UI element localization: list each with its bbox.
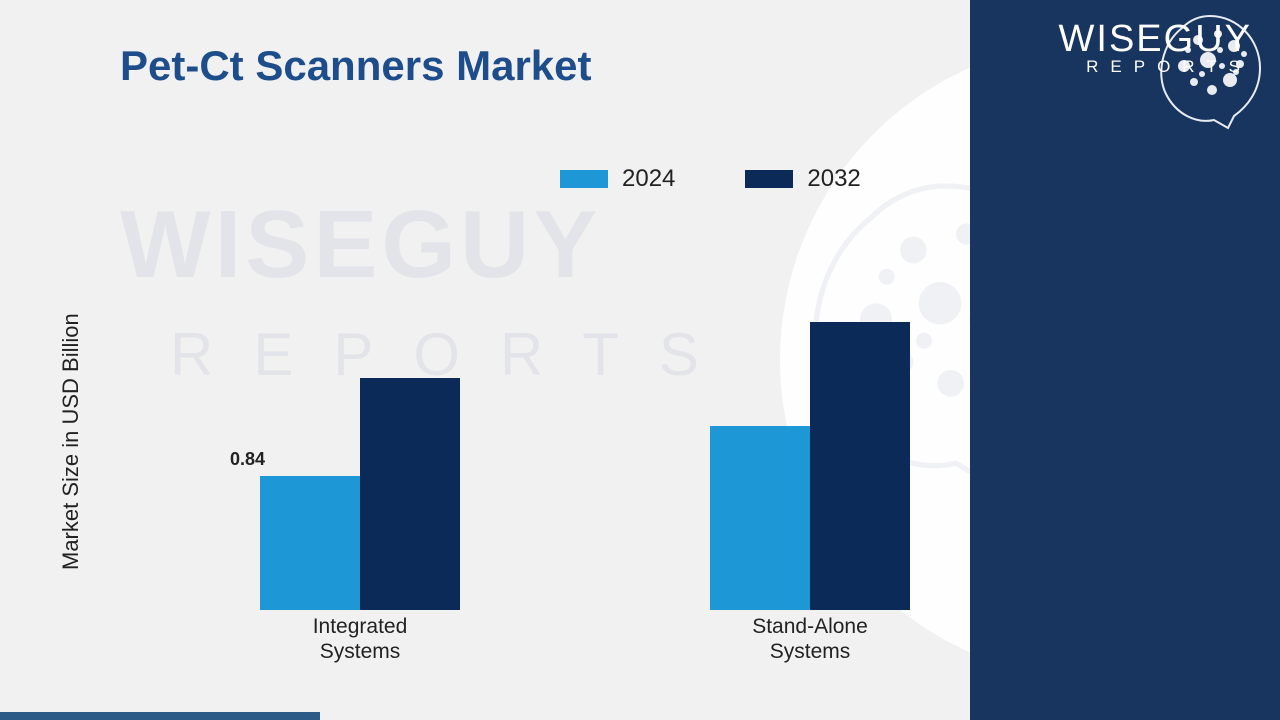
y-axis-label: Market Size in USD Billion [58,313,84,570]
bar [360,378,460,610]
brand-line1: WISEGUY [1059,18,1252,61]
bar-value-label: 0.84 [230,449,265,470]
legend-swatch-2032 [745,170,793,188]
bar-group: 0.84 [250,378,470,610]
plot-area: 0.84 [120,210,1020,610]
bar [710,426,810,610]
legend-label-2032: 2032 [807,165,860,193]
canvas: WISEGUY REPORTS Pet-Ct Scanners Market W… [0,0,1280,720]
bottom-accent-bar [0,712,320,720]
bar-group [700,322,920,610]
x-category-label: IntegratedSystems [250,614,470,664]
legend-label-2024: 2024 [622,165,675,193]
legend-item-2032: 2032 [745,165,860,193]
legend-item-2024: 2024 [560,165,675,193]
legend-swatch-2024 [560,170,608,188]
brand-logo: WISEGUY REPORTS [1059,18,1252,77]
x-category-label: Stand-AloneSystems [700,614,920,664]
legend: 2024 2032 [560,165,861,193]
brand-line2: REPORTS [1059,57,1252,77]
chart-title: Pet-Ct Scanners Market [120,42,592,90]
bar [810,322,910,610]
bar [260,476,360,610]
